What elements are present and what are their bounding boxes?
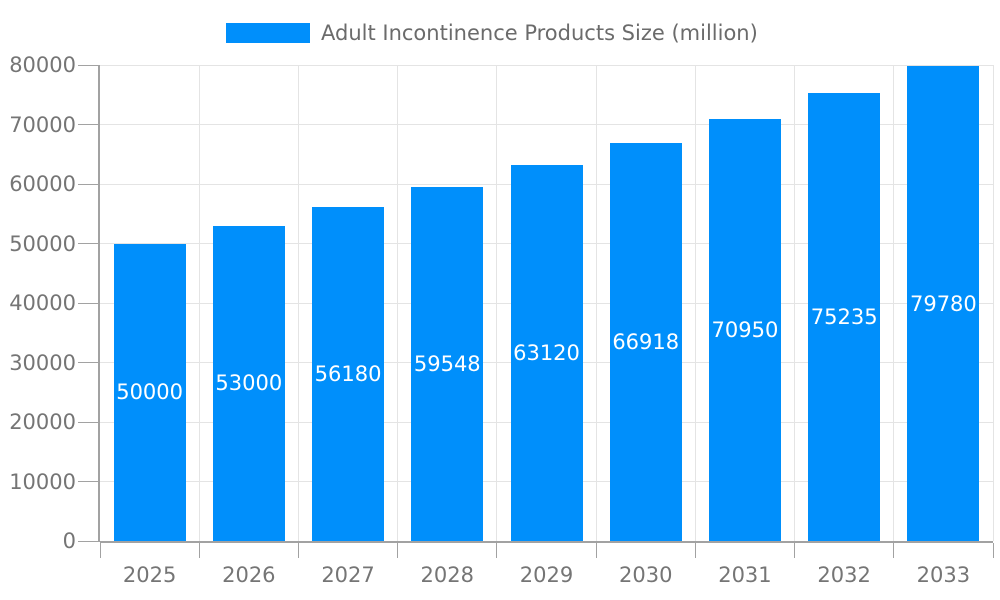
x-axis-label: 2033: [916, 563, 971, 587]
x-axis-tick: [595, 543, 597, 558]
bar-value-label: 79780: [909, 291, 977, 316]
x-axis-tick: [198, 543, 200, 558]
gridline-vertical: [794, 65, 796, 541]
y-axis-tick: [78, 362, 100, 363]
x-axis-tick: [992, 543, 994, 558]
y-axis-label: 20000: [9, 410, 76, 434]
bar-value-label: 59548: [413, 351, 481, 376]
y-axis-label: 80000: [9, 53, 76, 77]
y-axis-tick: [78, 540, 100, 542]
x-axis-label: 2028: [420, 563, 474, 587]
bar-value-label: 56180: [314, 361, 382, 386]
y-axis-label: 70000: [9, 112, 76, 137]
bar-2030[interactable]: [609, 142, 682, 541]
y-axis-tick: [78, 421, 100, 423]
y-axis-label: 10000: [9, 469, 76, 494]
bar-2033[interactable]: [907, 66, 980, 541]
x-axis-label: 2029: [519, 563, 574, 587]
x-axis-tick: [99, 543, 101, 558]
gridline-vertical: [893, 65, 895, 541]
x-axis-label: 2026: [222, 563, 276, 587]
bar-2029[interactable]: [510, 165, 583, 541]
bar-value-label: 66918: [612, 329, 680, 354]
bar-value-label: 53000: [215, 371, 283, 396]
bar-2031[interactable]: [708, 118, 781, 541]
gridline-vertical: [992, 65, 994, 541]
legend-swatch: [226, 23, 310, 43]
y-axis-label: 0: [62, 529, 76, 553]
x-axis-label: 2032: [817, 563, 871, 587]
gridline-horizontal: [100, 124, 993, 125]
y-axis-tick: [78, 124, 100, 125]
y-axis-tick: [78, 302, 100, 304]
bar-value-label: 70950: [711, 317, 779, 342]
bar-2027[interactable]: [312, 206, 385, 541]
x-axis-label: 2025: [122, 563, 177, 587]
x-axis-tick: [397, 543, 399, 558]
legend-label: Adult Incontinence Products Size (millio…: [321, 21, 758, 45]
x-axis-line: [100, 541, 993, 543]
y-axis-label: 60000: [9, 172, 76, 196]
x-axis-tick: [694, 543, 696, 558]
bar-2026[interactable]: [212, 225, 285, 541]
x-axis-tick: [893, 543, 895, 558]
bar-2025[interactable]: [113, 243, 186, 541]
y-axis-tick: [78, 183, 100, 185]
gridline-vertical: [198, 65, 200, 541]
x-axis-label: 2031: [718, 563, 772, 587]
y-axis-tick: [78, 481, 100, 482]
gridline-vertical: [595, 65, 597, 541]
x-axis-label: 2027: [321, 563, 375, 587]
y-axis-tick: [78, 243, 100, 244]
bar-value-label: 75235: [810, 305, 878, 330]
gridline-vertical: [297, 65, 299, 541]
bar-value-label: 63120: [513, 341, 580, 366]
gridline-vertical: [496, 65, 498, 541]
x-axis-tick: [496, 543, 498, 558]
y-axis-label: 30000: [9, 350, 76, 375]
x-axis-tick: [297, 543, 299, 558]
x-axis-label: 2030: [618, 563, 673, 587]
y-axis-label: 40000: [9, 291, 76, 315]
bar-2028[interactable]: [411, 186, 484, 541]
gridline-vertical: [694, 65, 696, 541]
x-axis-tick: [794, 543, 796, 558]
bar-value-label: 50000: [116, 380, 184, 405]
gridline-horizontal: [100, 64, 993, 66]
y-axis-tick: [78, 64, 100, 66]
legend[interactable]: Adult Incontinence Products Size (millio…: [226, 21, 758, 45]
gridline-vertical: [397, 65, 399, 541]
y-axis-label: 50000: [9, 231, 76, 256]
bar-2032[interactable]: [808, 93, 881, 541]
